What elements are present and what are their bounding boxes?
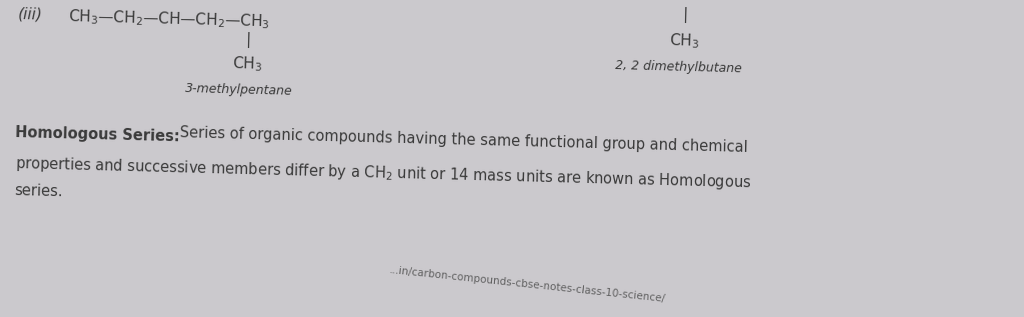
Text: Series of organic compounds having the same functional group and chemical: Series of organic compounds having the s… [175,125,748,155]
Text: |: | [682,7,687,23]
Text: 3-methylpentane: 3-methylpentane [184,82,293,98]
Text: CH$_3$: CH$_3$ [670,32,700,51]
Text: ...in/carbon-compounds-cbse-notes-class-10-science/: ...in/carbon-compounds-cbse-notes-class-… [389,265,667,304]
Text: |: | [245,32,251,48]
Text: CH$_3$: CH$_3$ [232,55,263,74]
Text: (iii): (iii) [17,7,43,23]
Text: series.: series. [14,183,63,199]
Text: properties and successive members differ by a CH$_2$ unit or 14 mass units are k: properties and successive members differ… [14,154,752,192]
Text: Homologous Series:: Homologous Series: [14,125,179,144]
Text: 2, 2 dimethylbutane: 2, 2 dimethylbutane [614,59,741,75]
Text: CH$_3$—CH$_2$—CH—CH$_2$—CH$_3$: CH$_3$—CH$_2$—CH—CH$_2$—CH$_3$ [68,7,269,31]
